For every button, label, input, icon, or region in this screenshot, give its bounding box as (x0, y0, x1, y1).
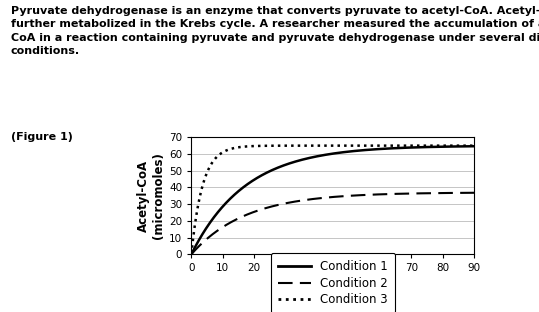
Legend: Condition 1, Condition 2, Condition 3: Condition 1, Condition 2, Condition 3 (271, 253, 395, 312)
Line: Condition 1: Condition 1 (191, 146, 474, 254)
Condition 1 (414, 145, 420, 149)
Condition 2 (313, 197, 319, 201)
Text: (Figure 1): (Figure 1) (11, 132, 73, 142)
Condition 1 (188, 252, 195, 256)
X-axis label: Time (sec): Time (sec) (298, 277, 368, 290)
Condition 2 (302, 198, 309, 202)
Condition 1 (471, 144, 478, 148)
Condition 3 (383, 144, 389, 148)
Condition 3 (217, 152, 224, 156)
Condition 2 (414, 192, 420, 195)
Condition 1 (217, 207, 224, 211)
Condition 2 (188, 252, 195, 256)
Line: Condition 2: Condition 2 (191, 193, 474, 254)
Condition 2 (217, 227, 224, 231)
Condition 1 (302, 157, 309, 161)
Condition 3 (409, 144, 415, 148)
Condition 3 (302, 144, 309, 148)
Condition 1 (313, 155, 319, 158)
Condition 2 (471, 191, 478, 195)
Condition 2 (383, 192, 389, 196)
Condition 1 (409, 146, 415, 149)
Condition 3 (188, 252, 195, 256)
Condition 1 (383, 147, 389, 150)
Text: Pyruvate dehydrogenase is an enzyme that converts pyruvate to acetyl-CoA. Acetyl: Pyruvate dehydrogenase is an enzyme that… (11, 6, 539, 56)
Condition 3 (313, 144, 319, 148)
Y-axis label: Acetyl-CoA
(micromoles): Acetyl-CoA (micromoles) (137, 152, 165, 239)
Condition 3 (414, 144, 420, 148)
Line: Condition 3: Condition 3 (191, 146, 474, 254)
Condition 3 (471, 144, 478, 148)
Condition 2 (409, 192, 415, 195)
